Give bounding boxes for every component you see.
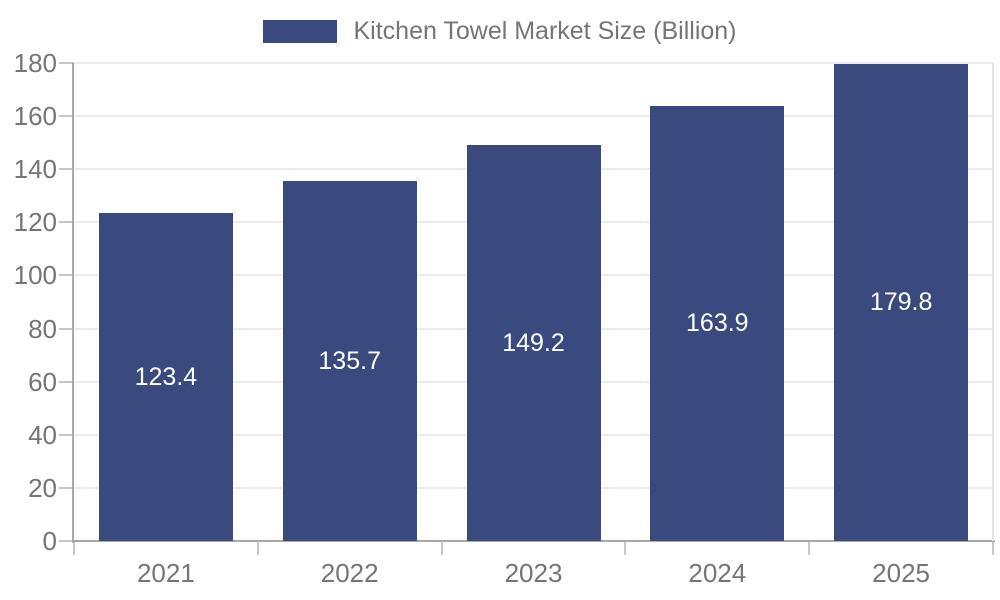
y-tick — [59, 486, 74, 489]
y-tick — [59, 221, 74, 224]
y-tick-label: 80 — [28, 313, 57, 344]
y-tick-label: 40 — [28, 419, 57, 450]
x-axis-line — [72, 540, 995, 542]
x-tick — [73, 541, 75, 555]
y-tick — [59, 115, 74, 118]
y-tick-label: 20 — [28, 472, 57, 503]
legend-swatch — [263, 20, 338, 43]
bar[interactable] — [650, 105, 785, 541]
x-tick-label: 2024 — [688, 558, 747, 588]
y-tick-label: 140 — [13, 154, 57, 185]
y-axis-line — [72, 63, 74, 543]
x-tick — [440, 541, 443, 555]
x-tick — [256, 541, 259, 555]
y-gridline — [74, 62, 993, 64]
x-tick — [624, 541, 627, 555]
bar-value-label: 135.7 — [318, 346, 381, 375]
y-tick-label: 100 — [13, 260, 57, 291]
bar[interactable] — [282, 180, 417, 541]
bar-value-label: 179.8 — [869, 288, 933, 317]
x-tick-label: 2022 — [320, 558, 379, 588]
x-tick-label: 2025 — [872, 558, 930, 588]
bar[interactable] — [834, 63, 969, 541]
x-tick-label: 2023 — [504, 558, 563, 588]
y-tick — [59, 433, 74, 436]
y-tick — [59, 168, 74, 171]
y-tick-label: 160 — [13, 101, 57, 132]
y-tick — [59, 327, 74, 330]
y-tick — [59, 62, 74, 64]
x-tick — [808, 541, 811, 555]
bar[interactable] — [466, 144, 601, 541]
y-tick — [59, 274, 74, 277]
y-gridline — [74, 115, 993, 118]
bar-value-label: 163.9 — [686, 309, 749, 338]
y-tick-label: 0 — [42, 526, 57, 556]
legend[interactable]: Kitchen Towel Market Size (Billion) — [0, 17, 1000, 46]
x-tick — [992, 541, 994, 555]
y-tick-label: 60 — [28, 366, 57, 397]
y-tick-label: 120 — [13, 207, 57, 238]
bar-value-label: 149.2 — [502, 328, 565, 357]
plot-right-border — [992, 63, 994, 541]
legend-label: Kitchen Towel Market Size (Billion) — [353, 17, 737, 45]
y-tick — [59, 380, 74, 383]
bar-value-label: 123.4 — [134, 363, 198, 392]
x-tick-label: 2021 — [136, 558, 195, 588]
y-tick — [59, 540, 74, 542]
y-tick-label: 180 — [13, 48, 57, 78]
bar[interactable] — [98, 213, 233, 541]
